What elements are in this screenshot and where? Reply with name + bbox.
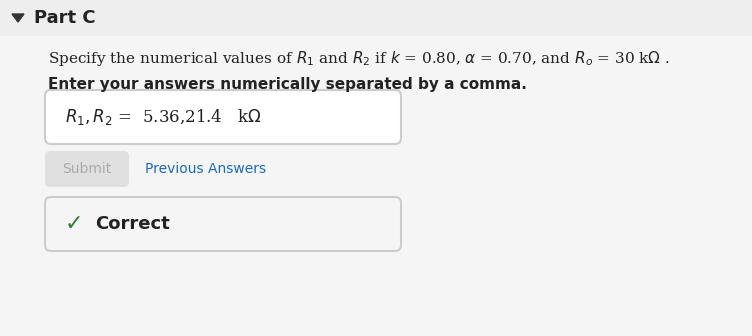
FancyBboxPatch shape <box>0 0 752 36</box>
Text: $R_1, R_2$ =  5.36,21.4   k$\Omega$: $R_1, R_2$ = 5.36,21.4 k$\Omega$ <box>65 107 262 127</box>
FancyBboxPatch shape <box>45 151 129 187</box>
Text: Submit: Submit <box>62 162 111 176</box>
Text: Part C: Part C <box>34 9 96 27</box>
Text: Enter your answers numerically separated by a comma.: Enter your answers numerically separated… <box>48 77 527 91</box>
FancyBboxPatch shape <box>45 90 401 144</box>
Text: Specify the numerical values of $R_1$ and $R_2$ if $k$ = 0.80, $\alpha$ = 0.70, : Specify the numerical values of $R_1$ an… <box>48 48 670 68</box>
Text: Previous Answers: Previous Answers <box>145 162 266 176</box>
Text: Correct: Correct <box>95 215 170 233</box>
Text: ✓: ✓ <box>65 214 83 234</box>
FancyBboxPatch shape <box>45 197 401 251</box>
Polygon shape <box>12 14 24 22</box>
